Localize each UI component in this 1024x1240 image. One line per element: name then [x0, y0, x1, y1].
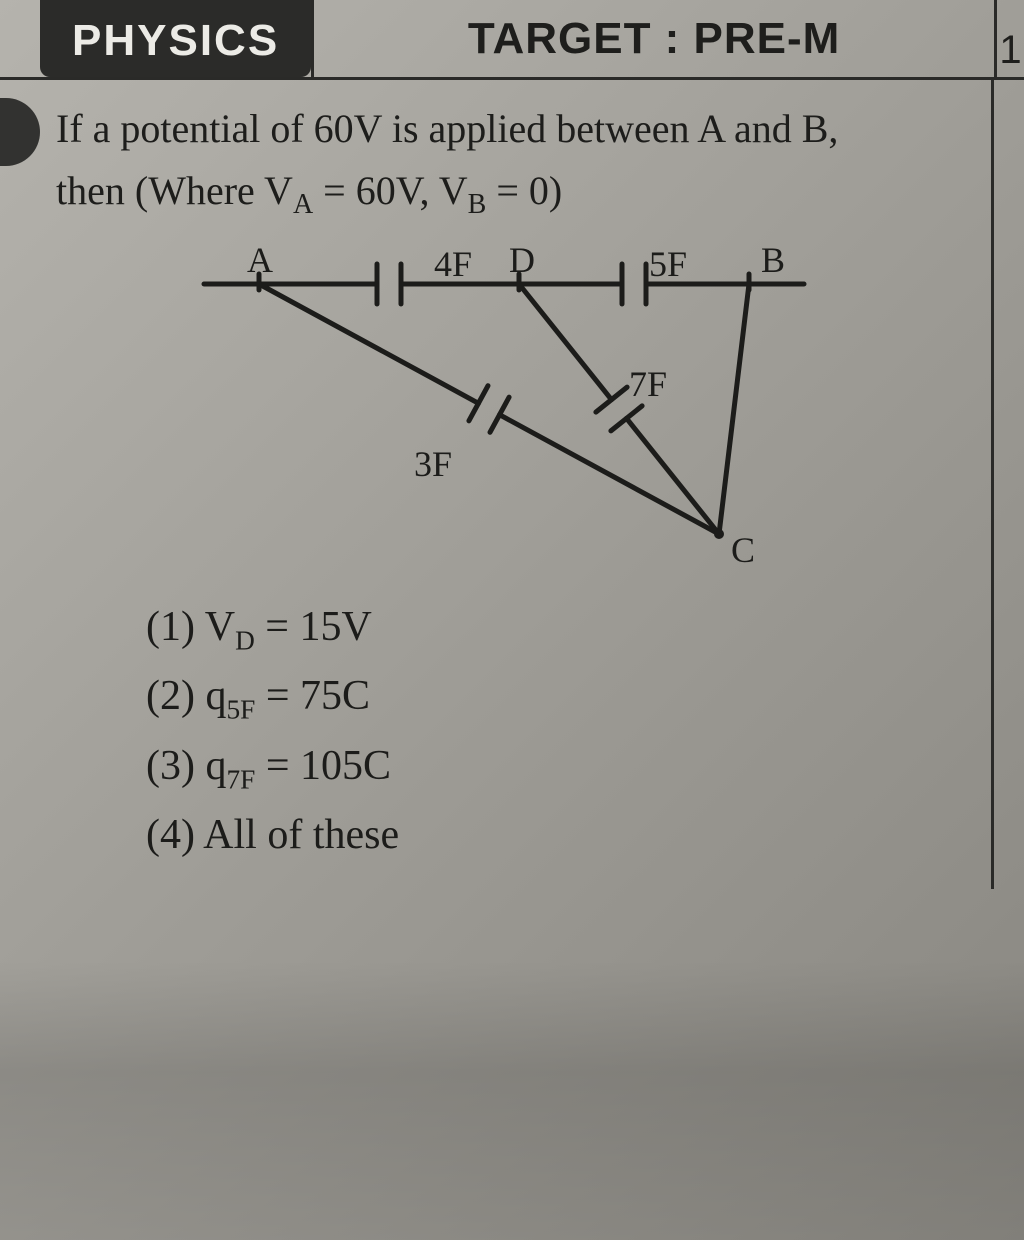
header-row: PHYSICS TARGET : PRE-M 1	[0, 0, 1024, 80]
svg-text:D: D	[509, 244, 535, 280]
q2-sub-b: B	[468, 189, 487, 220]
svg-text:4F: 4F	[434, 244, 472, 284]
opt4-plain: All of these	[203, 812, 399, 858]
option-1: (1) VD = 15V	[146, 594, 961, 663]
opt3-num: (3)	[146, 743, 195, 789]
svg-text:A: A	[247, 244, 273, 280]
svg-text:C: C	[731, 530, 755, 564]
q2-mid: = 60V, V	[313, 168, 467, 213]
svg-text:3F: 3F	[414, 444, 452, 484]
page-shadow	[0, 960, 1024, 1240]
svg-text:5F: 5F	[649, 244, 687, 284]
opt1-sub: D	[235, 626, 255, 656]
options-list: (1) VD = 15V (2) q5F = 75C (3) q7F = 105…	[56, 584, 961, 868]
opt2-num: (2)	[146, 673, 195, 719]
page: PHYSICS TARGET : PRE-M 1 If a potential …	[0, 0, 1024, 1240]
opt3-sub: 7F	[226, 764, 255, 794]
svg-text:B: B	[761, 244, 785, 280]
opt3-rhs: = 105C	[255, 743, 391, 789]
question-block: If a potential of 60V is applied between…	[0, 80, 994, 889]
opt2-sub: 5F	[226, 695, 255, 725]
q2-prefix: then (Where V	[56, 168, 293, 213]
question-number-stub: 1	[994, 0, 1024, 77]
opt2-lhs: q	[205, 673, 226, 719]
opt1-lhs: V	[205, 604, 235, 650]
opt3-lhs: q	[205, 743, 226, 789]
opt4-num: (4)	[146, 812, 195, 858]
circuit-diagram: 4F 5F 3F 7F A D B C	[189, 244, 829, 564]
option-3: (3) q7F = 105C	[146, 733, 961, 802]
question-line-2: then (Where VA = 60V, VB = 0)	[56, 160, 961, 226]
opt1-num: (1)	[146, 604, 195, 650]
q2-suffix: = 0)	[486, 168, 562, 213]
question-line-1: If a potential of 60V is applied between…	[56, 98, 961, 160]
svg-text:7F: 7F	[629, 364, 667, 404]
subject-tab: PHYSICS	[40, 0, 311, 77]
circuit-svg: 4F 5F 3F 7F A D B C	[189, 244, 829, 564]
target-label: TARGET : PRE-M	[311, 0, 994, 77]
option-2: (2) q5F = 75C	[146, 663, 961, 732]
opt2-rhs: = 75C	[255, 673, 370, 719]
option-4: (4) All of these	[146, 802, 961, 869]
opt1-rhs: = 15V	[255, 604, 372, 650]
q2-sub-a: A	[293, 189, 313, 220]
